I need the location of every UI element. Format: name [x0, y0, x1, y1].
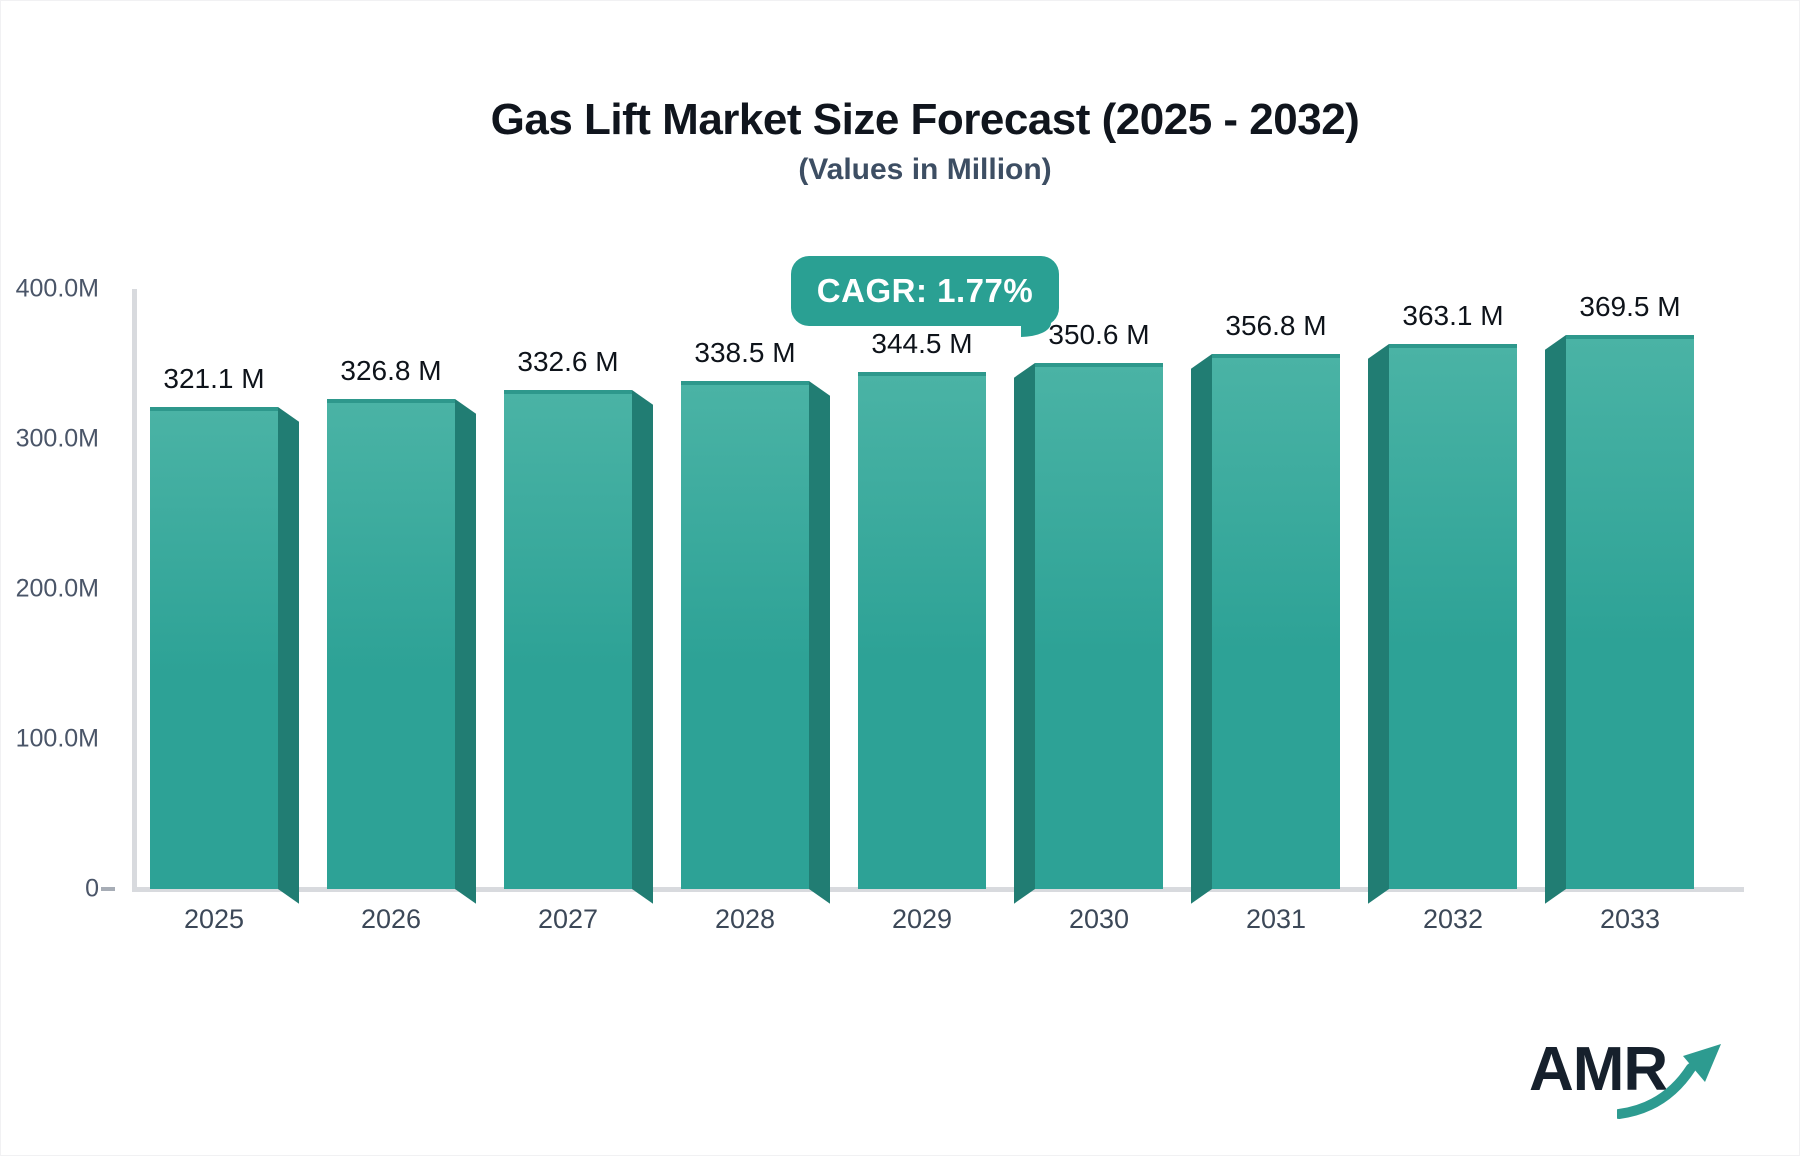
- bar-side-panel: [455, 399, 476, 904]
- bar-value-label: 363.1 M: [1402, 300, 1504, 331]
- bar-2029: [858, 372, 986, 889]
- bar-value-label: 326.8 M: [340, 355, 442, 386]
- bar-2033: [1566, 335, 1694, 889]
- bar-value-label: 321.1 M: [163, 363, 265, 394]
- bar-side-panel: [1191, 354, 1212, 904]
- bar-side-panel: [1368, 344, 1389, 904]
- bar-value-label: 369.5 M: [1579, 291, 1681, 322]
- bar-value-label: 350.6 M: [1048, 319, 1150, 350]
- cagr-badge: CAGR: 1.77%: [791, 256, 1059, 337]
- y-tick-label: 300.0M: [15, 424, 99, 453]
- bar-2025: [150, 407, 278, 889]
- x-tick-label: 2028: [714, 904, 776, 934]
- x-tick-label: 2026: [360, 904, 422, 934]
- zero-tick-mark: [101, 887, 115, 891]
- x-tick-label: 2025: [183, 904, 245, 934]
- x-tick-label: 2029: [891, 904, 953, 934]
- bar-side-panel: [1545, 335, 1566, 904]
- y-tick-label: 100.0M: [15, 724, 99, 753]
- bar-side-panel: [632, 390, 653, 904]
- bar-2030: [1035, 363, 1163, 889]
- growth-arrow-icon: [1617, 1044, 1721, 1119]
- x-tick-label: 2030: [1068, 904, 1130, 934]
- bar-side-panel: [1014, 363, 1035, 904]
- bar-side-panel: [278, 407, 299, 904]
- x-axis-line: [132, 887, 1744, 892]
- bar-value-label: 338.5 M: [694, 337, 796, 368]
- bar-2027: [504, 390, 632, 889]
- bar-2031: [1212, 354, 1340, 889]
- bar-value-label: 344.5 M: [871, 328, 973, 359]
- y-tick-label: 0: [85, 874, 99, 903]
- bar-2026: [327, 399, 455, 889]
- bar-side-panel: [809, 381, 830, 904]
- chart-title: Gas Lift Market Size Forecast (2025 - 20…: [490, 95, 1360, 144]
- x-tick-label: 2032: [1422, 904, 1484, 934]
- amr-logo: AMR: [1529, 1026, 1729, 1126]
- y-tick-label: 200.0M: [15, 574, 99, 603]
- chart-subtitle: (Values in Million): [798, 153, 1052, 186]
- bar-2028: [681, 381, 809, 889]
- x-tick-label: 2031: [1245, 904, 1307, 934]
- bar-value-label: 332.6 M: [517, 346, 619, 377]
- x-tick-label: 2027: [537, 904, 599, 934]
- y-axis-line: [132, 289, 137, 889]
- y-tick-label: 400.0M: [15, 274, 99, 303]
- bar-value-label: 356.8 M: [1225, 310, 1327, 341]
- bar-2032: [1389, 344, 1517, 889]
- amr-logo-text: AMR: [1529, 1035, 1668, 1104]
- cagr-badge-label: CAGR: 1.77%: [816, 272, 1034, 309]
- x-tick-label: 2033: [1599, 904, 1661, 934]
